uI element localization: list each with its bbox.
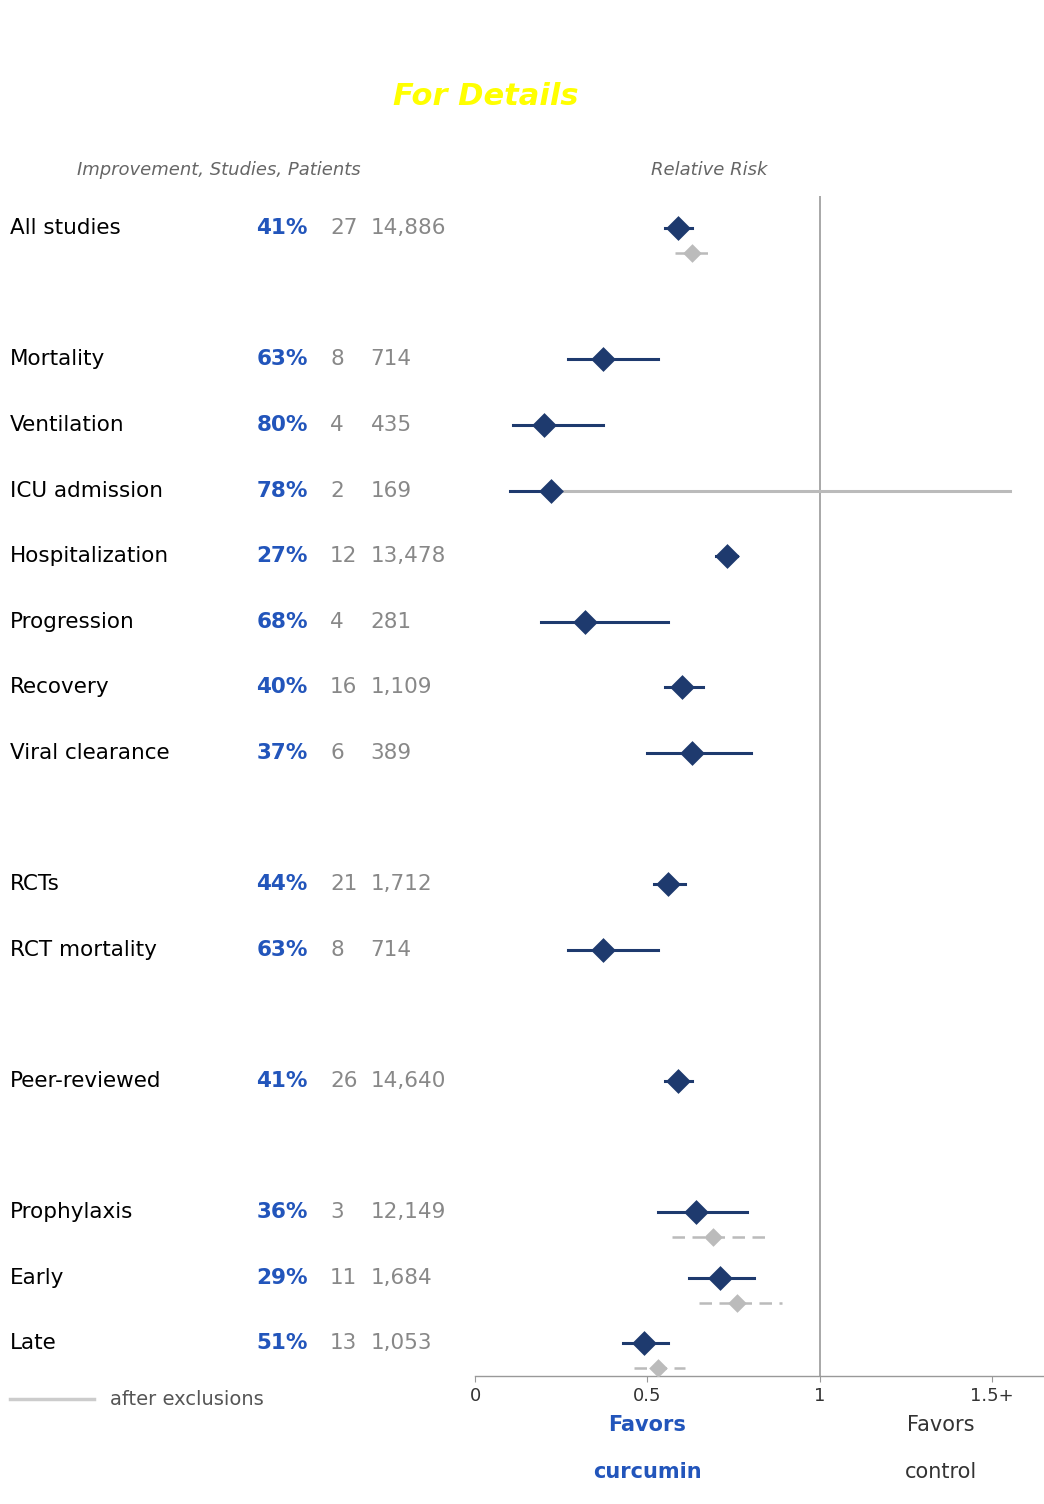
Text: c19early.org: c19early.org (765, 24, 1018, 59)
Text: 44%: 44% (257, 874, 308, 895)
Text: CLICK HERE: CLICK HERE (435, 26, 536, 41)
Point (705, 1226, 721, 1250)
Text: 26: 26 (330, 1071, 358, 1090)
Text: 27: 27 (330, 218, 358, 238)
Point (577, 609, 594, 633)
Text: 8: 8 (330, 940, 343, 960)
Text: Late: Late (9, 1334, 56, 1354)
Text: 14,640: 14,640 (371, 1071, 446, 1090)
Text: 1,684: 1,684 (371, 1268, 432, 1287)
Text: Peer-reviewed: Peer-reviewed (9, 1071, 161, 1090)
Text: RCTs: RCTs (9, 874, 60, 895)
Text: 51%: 51% (257, 1334, 308, 1354)
Text: 13,478: 13,478 (371, 546, 446, 567)
Text: Improvement, Studies, Patients: Improvement, Studies, Patients (77, 161, 361, 179)
Text: 63%: 63% (257, 349, 308, 370)
Text: 63%: 63% (257, 940, 308, 960)
Text: 12: 12 (330, 546, 357, 567)
Text: 36%: 36% (257, 1202, 308, 1223)
Point (636, 1331, 652, 1355)
Text: Mortality: Mortality (9, 349, 104, 370)
Point (594, 347, 611, 371)
Text: Relative Risk: Relative Risk (651, 161, 767, 179)
Text: 41%: 41% (257, 1071, 308, 1090)
Text: Hospitalization: Hospitalization (9, 546, 169, 567)
Point (718, 544, 735, 569)
Text: 78%: 78% (257, 481, 308, 501)
Point (543, 478, 560, 502)
Text: 389: 389 (371, 743, 411, 763)
Point (687, 1200, 704, 1224)
Text: 8: 8 (330, 349, 343, 370)
Text: 37%: 37% (257, 743, 308, 763)
Text: 435: 435 (371, 415, 411, 435)
Text: 16: 16 (330, 677, 357, 698)
Point (712, 1266, 729, 1290)
Text: ICU admission: ICU admission (9, 481, 163, 501)
Text: 169: 169 (371, 481, 411, 501)
Text: 1,712: 1,712 (371, 874, 432, 895)
Text: 27%: 27% (257, 546, 308, 567)
Text: 4: 4 (330, 612, 343, 632)
Text: 13: 13 (330, 1334, 357, 1354)
Text: 11: 11 (330, 1268, 357, 1287)
Text: 6: 6 (330, 743, 343, 763)
Text: Prophylaxis: Prophylaxis (9, 1202, 133, 1223)
Text: 3: 3 (330, 1202, 343, 1223)
Point (670, 1069, 687, 1093)
Text: 80%: 80% (257, 415, 308, 435)
Point (670, 217, 687, 241)
Text: Ventilation: Ventilation (9, 415, 124, 435)
Text: Viral clearance: Viral clearance (9, 743, 169, 763)
Point (649, 1357, 666, 1381)
Text: 21: 21 (330, 874, 357, 895)
Text: 714: 714 (371, 349, 411, 370)
Point (684, 741, 701, 766)
Text: after exclusions: after exclusions (110, 1390, 263, 1409)
Text: 2: 2 (330, 481, 343, 501)
Point (594, 938, 611, 963)
Text: 40%: 40% (257, 677, 308, 698)
Text: 12,149: 12,149 (371, 1202, 446, 1223)
Text: Recovery: Recovery (9, 677, 110, 698)
Text: 281: 281 (371, 612, 411, 632)
Text: 41%: 41% (257, 218, 308, 238)
Text: 68%: 68% (257, 612, 308, 632)
Text: 714: 714 (371, 940, 411, 960)
Text: 1,053: 1,053 (371, 1334, 432, 1354)
Text: For Details: For Details (393, 83, 578, 111)
Text: Progression: Progression (9, 612, 135, 632)
Text: 29%: 29% (257, 1268, 308, 1287)
Text: 4: 4 (330, 415, 343, 435)
Text: control: control (904, 1462, 977, 1481)
Text: Early: Early (9, 1268, 64, 1287)
Text: RCT mortality: RCT mortality (9, 940, 157, 960)
Point (673, 675, 690, 699)
Point (729, 1290, 745, 1314)
Text: January 2025: January 2025 (870, 98, 1018, 117)
Point (536, 414, 552, 438)
Text: 14,886: 14,886 (371, 218, 446, 238)
Text: curcumin: curcumin (593, 1462, 702, 1481)
Point (660, 872, 677, 896)
Text: All studies: All studies (9, 218, 120, 238)
Point (684, 241, 701, 265)
Text: Favors: Favors (907, 1415, 974, 1435)
Text: Favors: Favors (609, 1415, 686, 1435)
Text: 1,109: 1,109 (371, 677, 432, 698)
Text: Curcumin for COVID-19: Curcumin for COVID-19 (26, 47, 549, 86)
